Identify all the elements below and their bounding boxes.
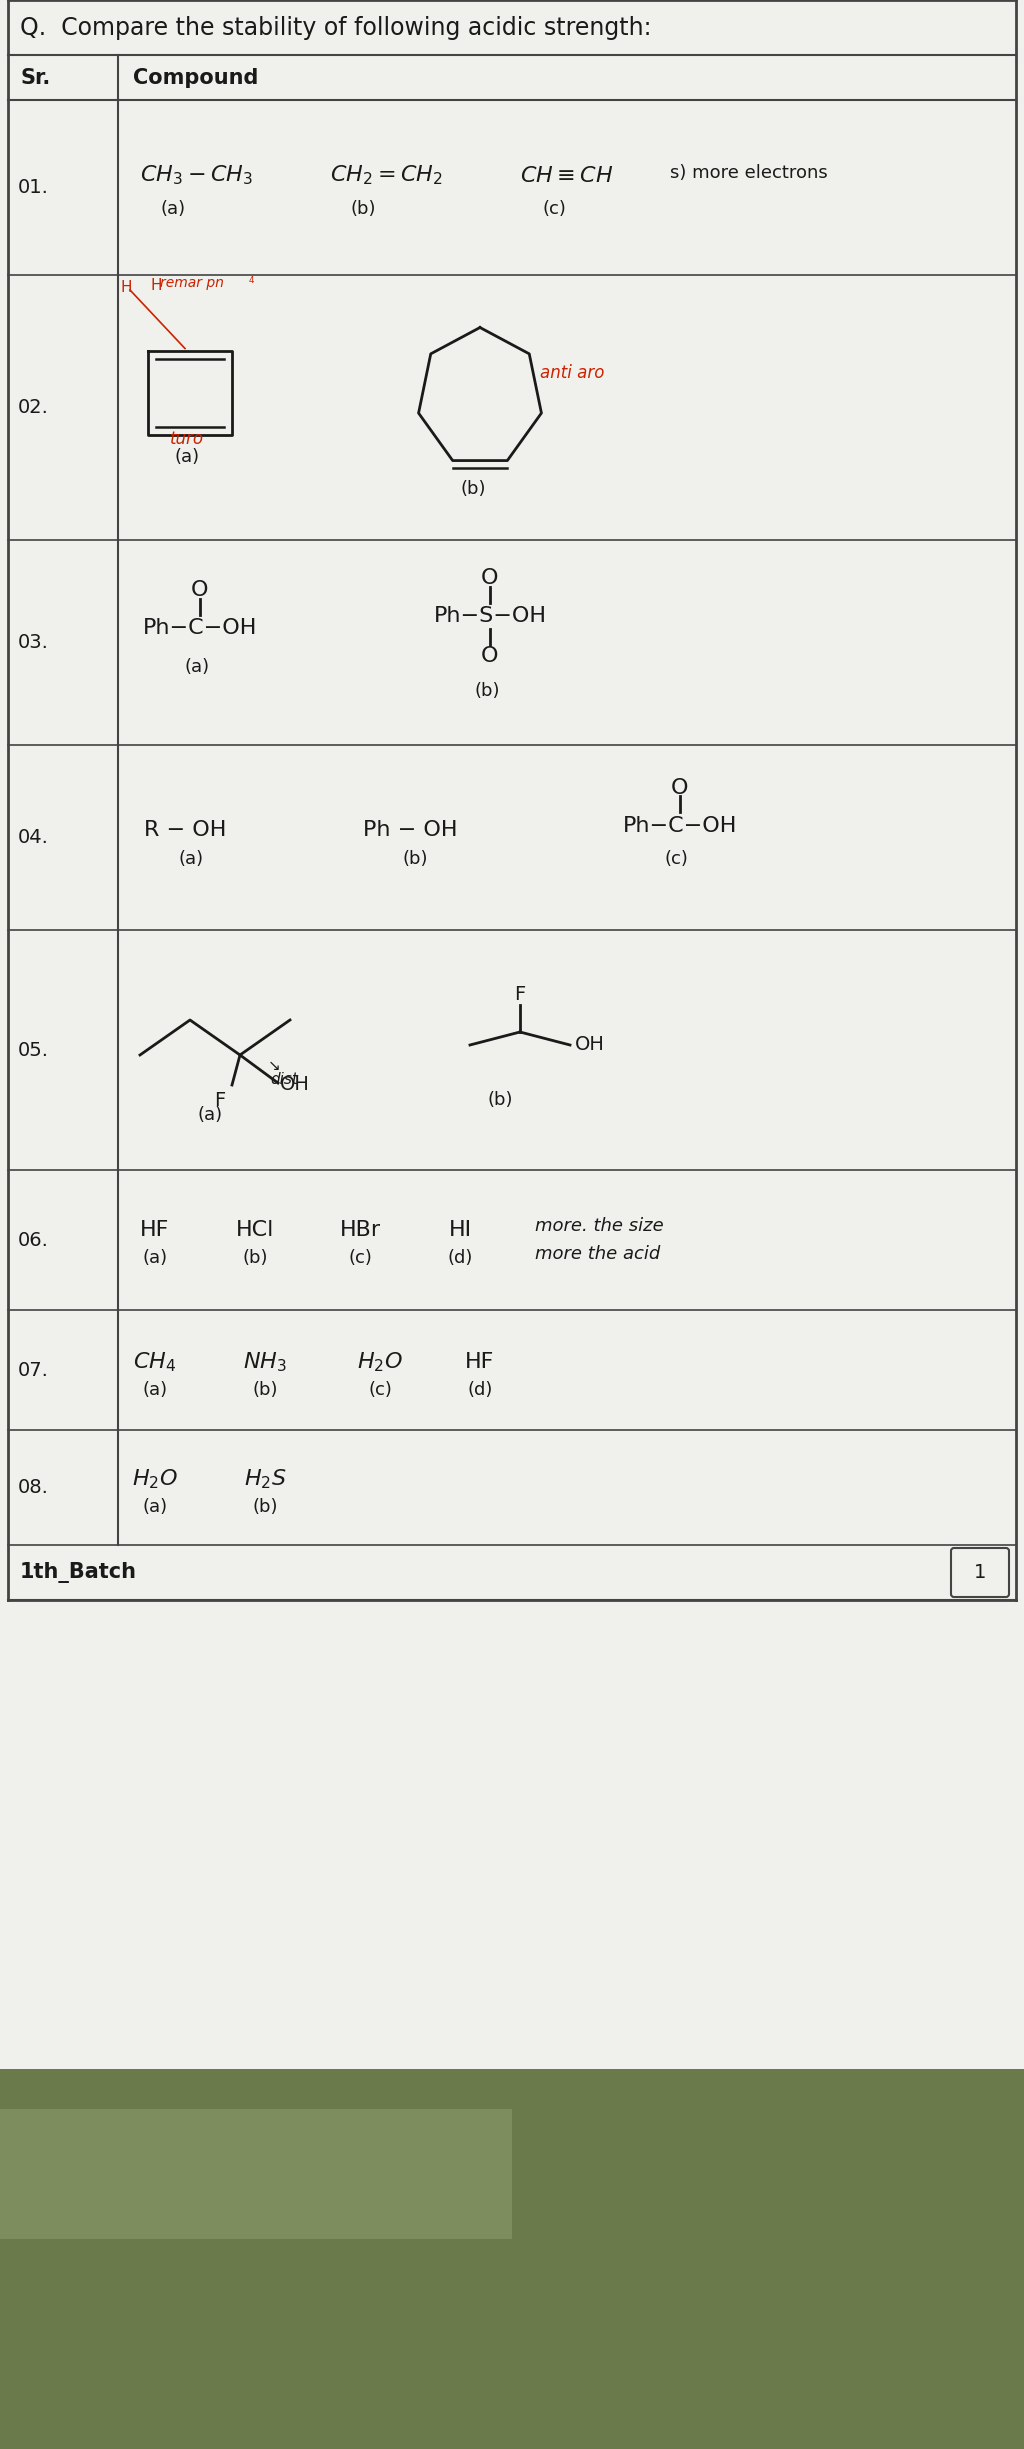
Text: HF: HF (465, 1352, 495, 1371)
Text: R − OH: R − OH (143, 820, 226, 840)
Text: $^4$: $^4$ (248, 277, 255, 289)
Text: $CH_3-CH_3$: $CH_3-CH_3$ (140, 164, 253, 186)
Text: Ph−S−OH: Ph−S−OH (433, 605, 547, 624)
Text: 03.: 03. (18, 632, 49, 651)
Text: O: O (191, 580, 209, 600)
Text: dist: dist (270, 1073, 298, 1087)
Text: (c): (c) (348, 1249, 372, 1266)
Text: s) more electrons: s) more electrons (670, 164, 827, 184)
Bar (0, 0, 1024, 2069)
Text: HBr: HBr (339, 1220, 381, 1239)
Text: (a): (a) (160, 201, 185, 218)
Text: (b): (b) (475, 681, 501, 700)
Text: $CH_2=CH_2$: $CH_2=CH_2$ (330, 164, 442, 186)
Text: $H_2S$: $H_2S$ (244, 1467, 287, 1491)
Text: O: O (481, 568, 499, 588)
Text: Ph−C−OH: Ph−C−OH (142, 617, 257, 637)
Text: Compound: Compound (133, 69, 258, 88)
Text: Q.  Compare the stability of following acidic strength:: Q. Compare the stability of following ac… (20, 15, 651, 39)
Text: HF: HF (140, 1220, 170, 1239)
Text: turo: turo (170, 431, 204, 448)
Text: OH: OH (280, 1075, 310, 1095)
Text: OH: OH (575, 1036, 605, 1056)
Text: (a): (a) (198, 1107, 222, 1124)
Text: (d): (d) (467, 1381, 493, 1398)
Text: (a): (a) (178, 850, 203, 869)
Text: (b): (b) (243, 1249, 267, 1266)
Text: 05.: 05. (18, 1041, 49, 1060)
Text: (c): (c) (542, 201, 566, 218)
Text: 1th_Batch: 1th_Batch (20, 1562, 137, 1582)
Text: O: O (672, 776, 689, 798)
Text: (d): (d) (447, 1249, 473, 1266)
Text: (b): (b) (350, 201, 376, 218)
Text: (b): (b) (403, 850, 428, 869)
Text: (c): (c) (665, 850, 689, 869)
Text: F: F (514, 984, 525, 1004)
Text: (a): (a) (142, 1249, 168, 1266)
Text: F: F (214, 1090, 225, 1109)
Text: 1: 1 (974, 1562, 986, 1582)
Text: $\searrow$: $\searrow$ (265, 1058, 281, 1073)
Text: $NH_3$: $NH_3$ (243, 1349, 287, 1374)
Text: (a): (a) (185, 659, 210, 676)
Text: Sr.: Sr. (20, 69, 50, 88)
Text: more the acid: more the acid (535, 1244, 660, 1264)
Text: (a): (a) (175, 448, 200, 465)
Text: H: H (120, 279, 131, 294)
Bar (0, 2060, 1024, 2449)
Text: (a): (a) (142, 1499, 168, 1516)
FancyBboxPatch shape (951, 1548, 1009, 1597)
Text: (b): (b) (487, 1090, 513, 1109)
Text: $CH\equiv CH$: $CH\equiv CH$ (520, 167, 613, 186)
Text: 08.: 08. (18, 1479, 49, 1496)
Text: (b): (b) (460, 480, 485, 500)
Text: 04.: 04. (18, 828, 49, 847)
Text: H: H (150, 277, 162, 291)
Text: (b): (b) (252, 1499, 278, 1516)
Text: HCl: HCl (236, 1220, 274, 1239)
Text: 06.: 06. (18, 1229, 49, 1249)
Text: (c): (c) (368, 1381, 392, 1398)
Text: 02.: 02. (18, 399, 49, 416)
Text: Ph − OH: Ph − OH (362, 820, 458, 840)
Text: (a): (a) (142, 1381, 168, 1398)
Text: $H_2O$: $H_2O$ (132, 1467, 178, 1491)
Text: HI: HI (449, 1220, 472, 1239)
Text: Ph−C−OH: Ph−C−OH (623, 816, 737, 835)
Text: more. the size: more. the size (535, 1217, 664, 1234)
Text: 07.: 07. (18, 1362, 49, 1379)
Bar (0, 2109, 512, 2238)
Text: 01.: 01. (18, 179, 49, 196)
Text: (b): (b) (252, 1381, 278, 1398)
Text: O: O (481, 647, 499, 666)
Text: $CH_4$: $CH_4$ (133, 1349, 176, 1374)
Text: anti aro: anti aro (540, 362, 604, 382)
Text: remar pn: remar pn (160, 277, 224, 289)
Text: $H_2O$: $H_2O$ (357, 1349, 402, 1374)
